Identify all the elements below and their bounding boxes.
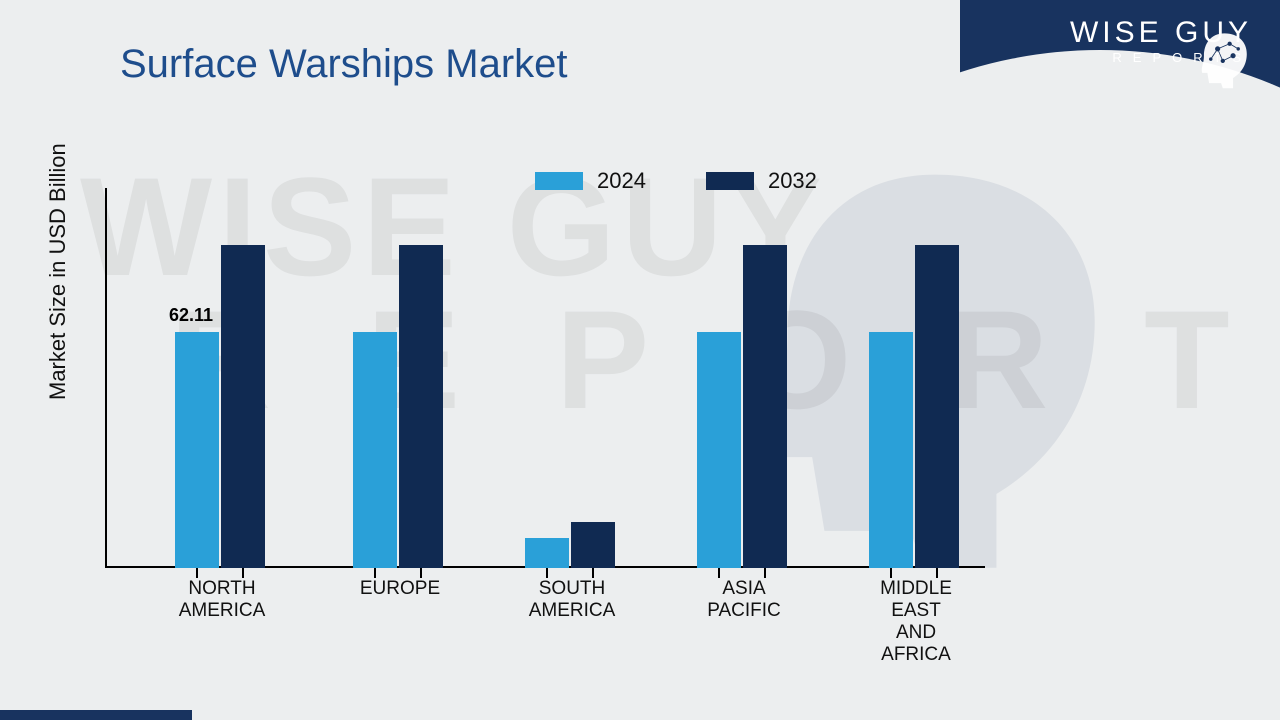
chart-title: Surface Warships Market bbox=[120, 42, 568, 87]
right-panel bbox=[960, 0, 1280, 720]
y-axis-line bbox=[105, 188, 107, 568]
x-tick bbox=[546, 568, 548, 578]
x-tick bbox=[936, 568, 938, 578]
chart-canvas: WISE GUY REPORTS WISE GUY R E P O R T S … bbox=[0, 0, 1280, 720]
bar bbox=[697, 332, 741, 568]
category-label: NORTH AMERICA bbox=[142, 578, 302, 622]
x-tick bbox=[374, 568, 376, 578]
brand-head-icon bbox=[1197, 30, 1252, 90]
category-label: MIDDLE EAST AND AFRICA bbox=[836, 578, 996, 665]
x-tick bbox=[420, 568, 422, 578]
x-tick bbox=[764, 568, 766, 578]
bar bbox=[743, 245, 787, 568]
chart-area: Market Size in USD Billion 2024 2032 62.… bbox=[55, 140, 985, 680]
category-label: ASIA PACIFIC bbox=[664, 578, 824, 622]
bar bbox=[571, 522, 615, 568]
category-label: EUROPE bbox=[320, 578, 480, 600]
brand-block: WISE GUY REPORTS bbox=[1070, 18, 1252, 65]
bar bbox=[399, 245, 443, 568]
bar bbox=[525, 538, 569, 568]
bottom-accent-bar bbox=[0, 710, 192, 720]
bar bbox=[175, 332, 219, 568]
x-tick bbox=[592, 568, 594, 578]
bar bbox=[869, 332, 913, 568]
bar bbox=[915, 245, 959, 568]
plot-region: 62.11 bbox=[105, 188, 985, 568]
x-tick bbox=[196, 568, 198, 578]
x-tick bbox=[890, 568, 892, 578]
y-axis-label: Market Size in USD Billion bbox=[45, 143, 71, 400]
x-tick bbox=[242, 568, 244, 578]
category-label: SOUTH AMERICA bbox=[492, 578, 652, 622]
bar bbox=[221, 245, 265, 568]
bar bbox=[353, 332, 397, 568]
x-tick bbox=[718, 568, 720, 578]
bar-value-label: 62.11 bbox=[169, 305, 213, 326]
